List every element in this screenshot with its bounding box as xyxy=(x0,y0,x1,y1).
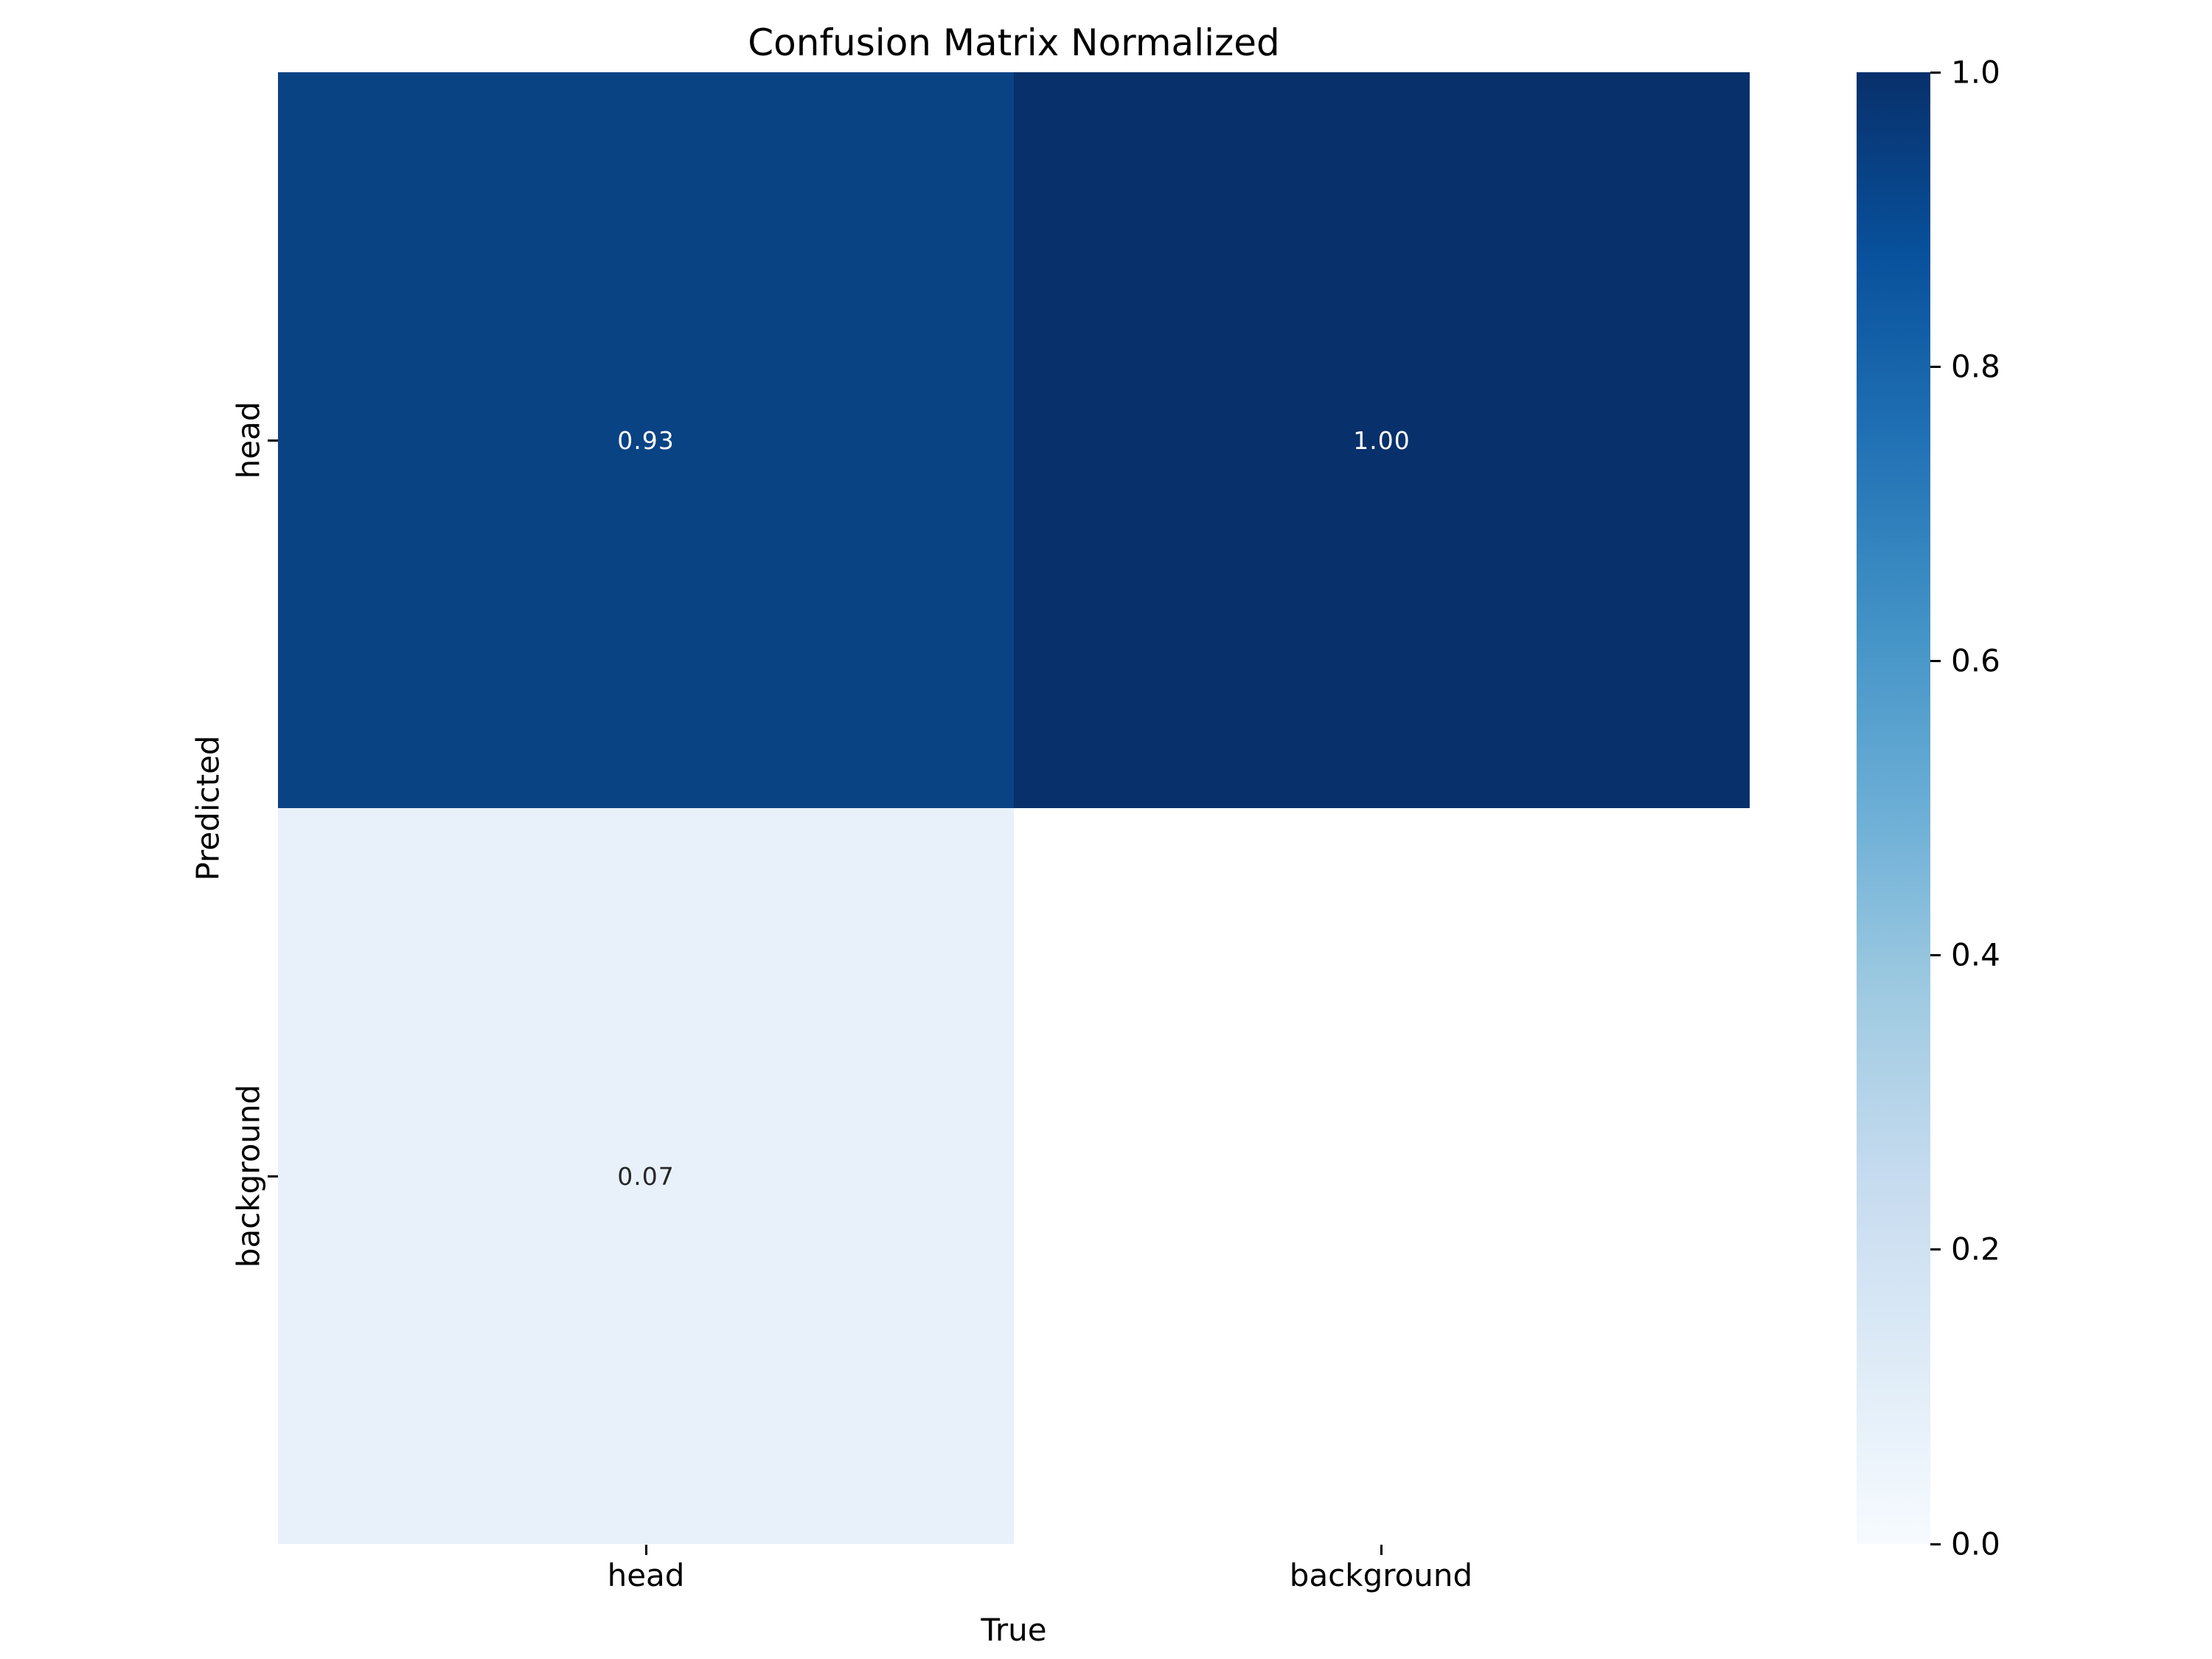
colorbar-tick-label: 0.8 xyxy=(1951,348,2000,385)
chart-title: Confusion Matrix Normalized xyxy=(748,21,1280,64)
colorbar-tick-mark xyxy=(1930,1543,1941,1545)
colorbar-tick-label: 1.0 xyxy=(1951,54,2000,91)
colorbar-tick-mark xyxy=(1930,1248,1941,1251)
y-tick-mark xyxy=(268,439,278,442)
y-axis-label: Predicted xyxy=(189,735,226,881)
colorbar-tick-label: 0.0 xyxy=(1951,1526,2000,1562)
colorbar-tick-mark xyxy=(1930,660,1941,662)
x-axis-label: True xyxy=(981,1612,1047,1648)
colorbar-tick-mark xyxy=(1930,366,1941,368)
colorbar-tick-label: 0.2 xyxy=(1951,1231,2000,1267)
cell-annotation: 0.07 xyxy=(617,1161,675,1191)
x-tick-mark xyxy=(645,1545,647,1555)
heatmap-cell-background-head: 0.07 xyxy=(278,808,1014,1544)
cell-annotation: 1.00 xyxy=(1353,425,1411,455)
colorbar-gradient xyxy=(1857,72,1930,1544)
colorbar-tick-label: 0.4 xyxy=(1951,936,2000,973)
x-tick-label-background: background xyxy=(1289,1557,1473,1593)
y-tick-label-head: head xyxy=(230,401,267,479)
y-tick-label-background: background xyxy=(230,1084,267,1268)
colorbar-tick-mark xyxy=(1930,954,1941,956)
y-tick-mark xyxy=(268,1175,278,1178)
heatmap-cell-head-head: 0.93 xyxy=(278,72,1014,808)
heatmap-cell-head-background: 1.00 xyxy=(1014,72,1750,808)
colorbar-tick-label: 0.6 xyxy=(1951,642,2000,679)
x-tick-label-head: head xyxy=(607,1557,685,1593)
x-tick-mark xyxy=(1380,1545,1382,1555)
cell-annotation: 0.93 xyxy=(617,425,675,455)
heatmap-cell-background-background xyxy=(1014,808,1750,1544)
colorbar-tick-mark xyxy=(1930,72,1941,74)
